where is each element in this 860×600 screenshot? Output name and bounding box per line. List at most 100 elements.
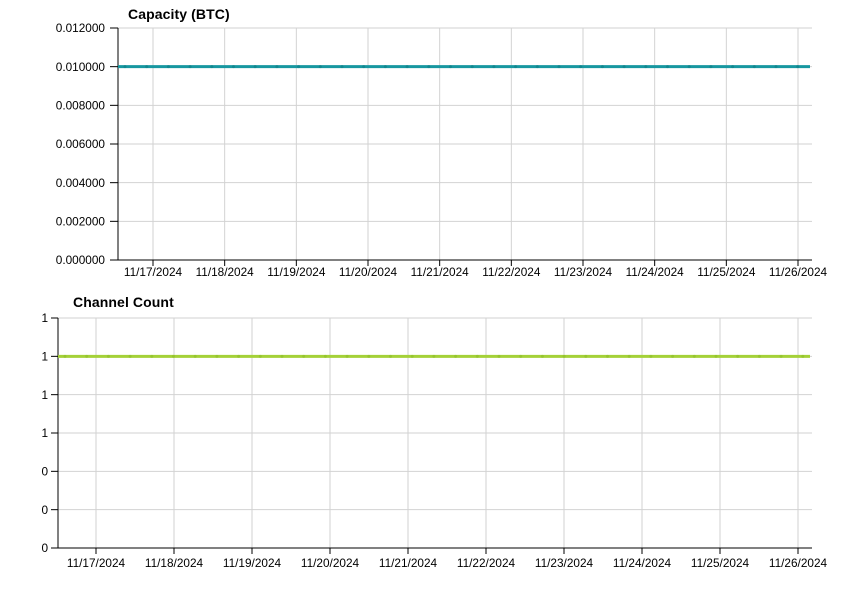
capacity-data-point — [687, 65, 691, 69]
capacity-data-point — [362, 65, 366, 69]
channel-count-data-point — [367, 354, 371, 358]
capacity-data-point — [297, 65, 301, 69]
channel-count-data-point — [128, 354, 132, 358]
capacity-data-point — [731, 65, 735, 69]
channel-count-data-point — [519, 354, 523, 358]
x-tick-label: 11/17/2024 — [124, 265, 183, 279]
y-tick-label: 1 — [41, 350, 48, 364]
channel-count-data-point — [671, 354, 675, 358]
x-tick-label: 11/19/2024 — [223, 556, 282, 570]
capacity-data-point — [340, 65, 344, 69]
x-tick-label: 11/19/2024 — [267, 265, 326, 279]
capacity-data-point — [644, 65, 648, 69]
capacity-data-point — [449, 65, 452, 69]
capacity-data-point — [579, 65, 583, 69]
capacity-data-point — [492, 65, 496, 69]
capacity-data-point — [383, 65, 387, 69]
y-tick-label: 0.012000 — [56, 21, 106, 35]
channel-count-data-point — [584, 354, 588, 358]
channel-count-data-point — [237, 354, 241, 358]
capacity-data-point — [557, 65, 561, 69]
capacity-data-point — [600, 65, 604, 69]
y-tick-label: 0.002000 — [56, 215, 106, 229]
capacity-data-point — [405, 65, 409, 69]
channel-count-data-point — [280, 354, 284, 358]
x-tick-label: 11/17/2024 — [67, 556, 126, 570]
capacity-data-point — [514, 65, 518, 69]
channel-count-data-point — [692, 354, 696, 358]
x-tick-label: 11/23/2024 — [535, 556, 594, 570]
y-tick-label: 0.006000 — [56, 137, 106, 151]
x-tick-label: 11/21/2024 — [379, 556, 438, 570]
channel-count-data-point — [627, 354, 631, 358]
capacity-data-point — [123, 65, 127, 69]
channel-count-data-point — [410, 354, 414, 358]
channel-count-data-point — [193, 354, 197, 358]
x-tick-label: 11/21/2024 — [411, 265, 470, 279]
channel-count-data-point — [106, 354, 110, 358]
x-tick-label: 11/24/2024 — [626, 265, 685, 279]
x-tick-label: 11/22/2024 — [482, 265, 541, 279]
x-tick-label: 11/20/2024 — [301, 556, 360, 570]
y-tick-label: 1 — [41, 388, 48, 402]
x-tick-label: 11/18/2024 — [196, 265, 255, 279]
channel-count-data-point — [757, 354, 761, 358]
channel-count-data-point — [323, 354, 327, 358]
channel-count-data-point — [562, 354, 566, 358]
capacity-chart-plot: 0.012000 0.010000 0.008000 0.006000 0.004000… — [56, 21, 828, 279]
channel-count-data-point — [150, 354, 154, 358]
capacity-chart-title: Capacity (BTC) — [128, 6, 230, 22]
capacity-data-point — [210, 65, 214, 69]
capacity-data-point — [752, 65, 756, 69]
capacity-data-point — [427, 65, 431, 69]
channel-count-data-point — [63, 354, 67, 358]
capacity-data-point — [622, 65, 626, 69]
x-tick-label: 11/25/2024 — [697, 265, 756, 279]
channel-count-data-point — [779, 354, 783, 358]
y-tick-label: 0 — [41, 503, 48, 517]
capacity-data-point — [796, 65, 800, 69]
capacity-data-point — [145, 65, 149, 69]
channel-count-data-point — [736, 354, 740, 358]
capacity-data-point — [166, 65, 170, 69]
channel-count-data-point — [172, 354, 175, 358]
channel-count-data-point — [649, 354, 653, 358]
channel-count-data-point — [606, 354, 609, 358]
channel-count-data-point — [801, 354, 805, 358]
x-tick-label: 11/20/2024 — [339, 265, 398, 279]
y-tick-label: 0 — [41, 465, 48, 479]
y-tick-label: 0 — [41, 541, 48, 555]
channel-count-chart: Channel Count 1 1 1 1 0 0 0 11/17/2024 11/18/202… — [0, 290, 860, 600]
channel-count-data-point — [454, 354, 458, 358]
channel-count-data-point — [345, 354, 349, 358]
capacity-data-point — [188, 65, 192, 69]
channel-count-data-point — [432, 354, 436, 358]
channel-count-data-point — [714, 354, 718, 358]
y-tick-label: 0.000000 — [56, 253, 106, 267]
capacity-data-point — [275, 65, 279, 69]
channel-count-chart-plot: 1 1 1 1 0 0 0 11/17/2024 11/18/2024 11/19/2024 11/… — [41, 311, 828, 570]
capacity-data-point — [774, 65, 778, 69]
x-tick-label: 11/25/2024 — [691, 556, 750, 570]
y-tick-label: 0.004000 — [56, 176, 106, 190]
capacity-data-point — [666, 65, 669, 69]
channel-count-data-point — [389, 354, 392, 358]
channel-count-data-point — [85, 354, 89, 358]
x-tick-label: 11/22/2024 — [457, 556, 516, 570]
capacity-data-point — [470, 65, 474, 69]
channel-count-data-point — [497, 354, 501, 358]
capacity-data-point — [318, 65, 322, 69]
capacity-data-point — [232, 65, 235, 69]
capacity-data-point — [709, 65, 713, 69]
x-tick-label: 11/24/2024 — [613, 556, 672, 570]
x-tick-label: 11/26/2024 — [769, 265, 828, 279]
x-tick-label: 11/26/2024 — [769, 556, 828, 570]
y-tick-label: 1 — [41, 311, 48, 325]
y-tick-label: 0.008000 — [56, 99, 106, 113]
x-tick-label: 11/23/2024 — [554, 265, 613, 279]
channel-count-data-point — [258, 354, 262, 358]
channel-count-data-point — [475, 354, 479, 358]
capacity-chart: Capacity (BTC) 0.012000 0.010000 0.008000 0… — [0, 0, 860, 290]
x-tick-label: 11/18/2024 — [145, 556, 204, 570]
channel-count-data-point — [540, 354, 544, 358]
